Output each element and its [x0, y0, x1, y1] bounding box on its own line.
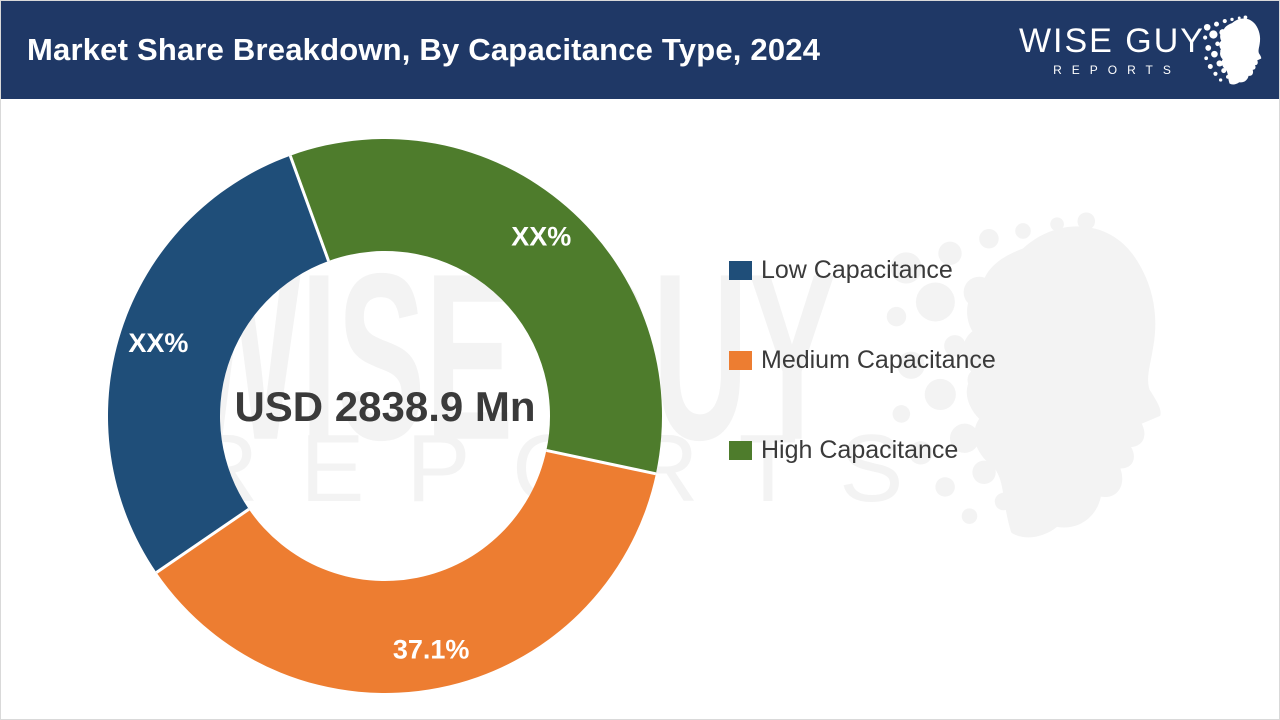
header-bar: Market Share Breakdown, By Capacitance T…: [1, 1, 1279, 99]
legend-item: Medium Capacitance: [729, 345, 996, 375]
center-value: USD 2838.9 Mn: [234, 383, 536, 430]
donut-segment-high-capacitance: [290, 139, 662, 474]
segment-separator: [288, 155, 330, 262]
legend-swatch: [729, 440, 752, 460]
legend-label: High Capacitance: [761, 435, 959, 464]
legend-swatch: [729, 260, 752, 280]
legend-label: Medium Capacitance: [761, 345, 996, 374]
logo-face-icon: [1203, 15, 1262, 85]
logo-text: WISE GUY REPORTS: [1019, 24, 1205, 77]
segment-separator: [155, 507, 250, 574]
legend: Low Capacitance Medium Capacitance High …: [729, 255, 996, 465]
logo-subtext: REPORTS: [1053, 62, 1181, 77]
legend-swatch: [729, 350, 752, 370]
slice-percentage-label: 37.1%: [393, 634, 470, 664]
wiseguy-logo: WISE GUY REPORTS: [1019, 13, 1263, 87]
chart-area: WISE GUY REPORTS XX%37.1%XX% USD 2838.9 …: [1, 99, 1279, 719]
logo-wordmark: WISE GUY: [1018, 21, 1205, 60]
segment-separator: [546, 448, 657, 476]
donut-chart: XX% 37.1% XX%: [107, 139, 662, 693]
legend-item: High Capacitance: [729, 435, 996, 465]
legend-item: Low Capacitance: [729, 255, 996, 285]
donut-segment-medium-capacitance: [156, 450, 656, 693]
slice-percentage-label: XX%: [511, 221, 571, 251]
donut-segment-low-capacitance: [107, 155, 329, 573]
legend-label: Low Capacitance: [761, 255, 953, 284]
page-title: Market Share Breakdown, By Capacitance T…: [27, 32, 821, 67]
slice-percentage-label: XX%: [128, 328, 188, 358]
